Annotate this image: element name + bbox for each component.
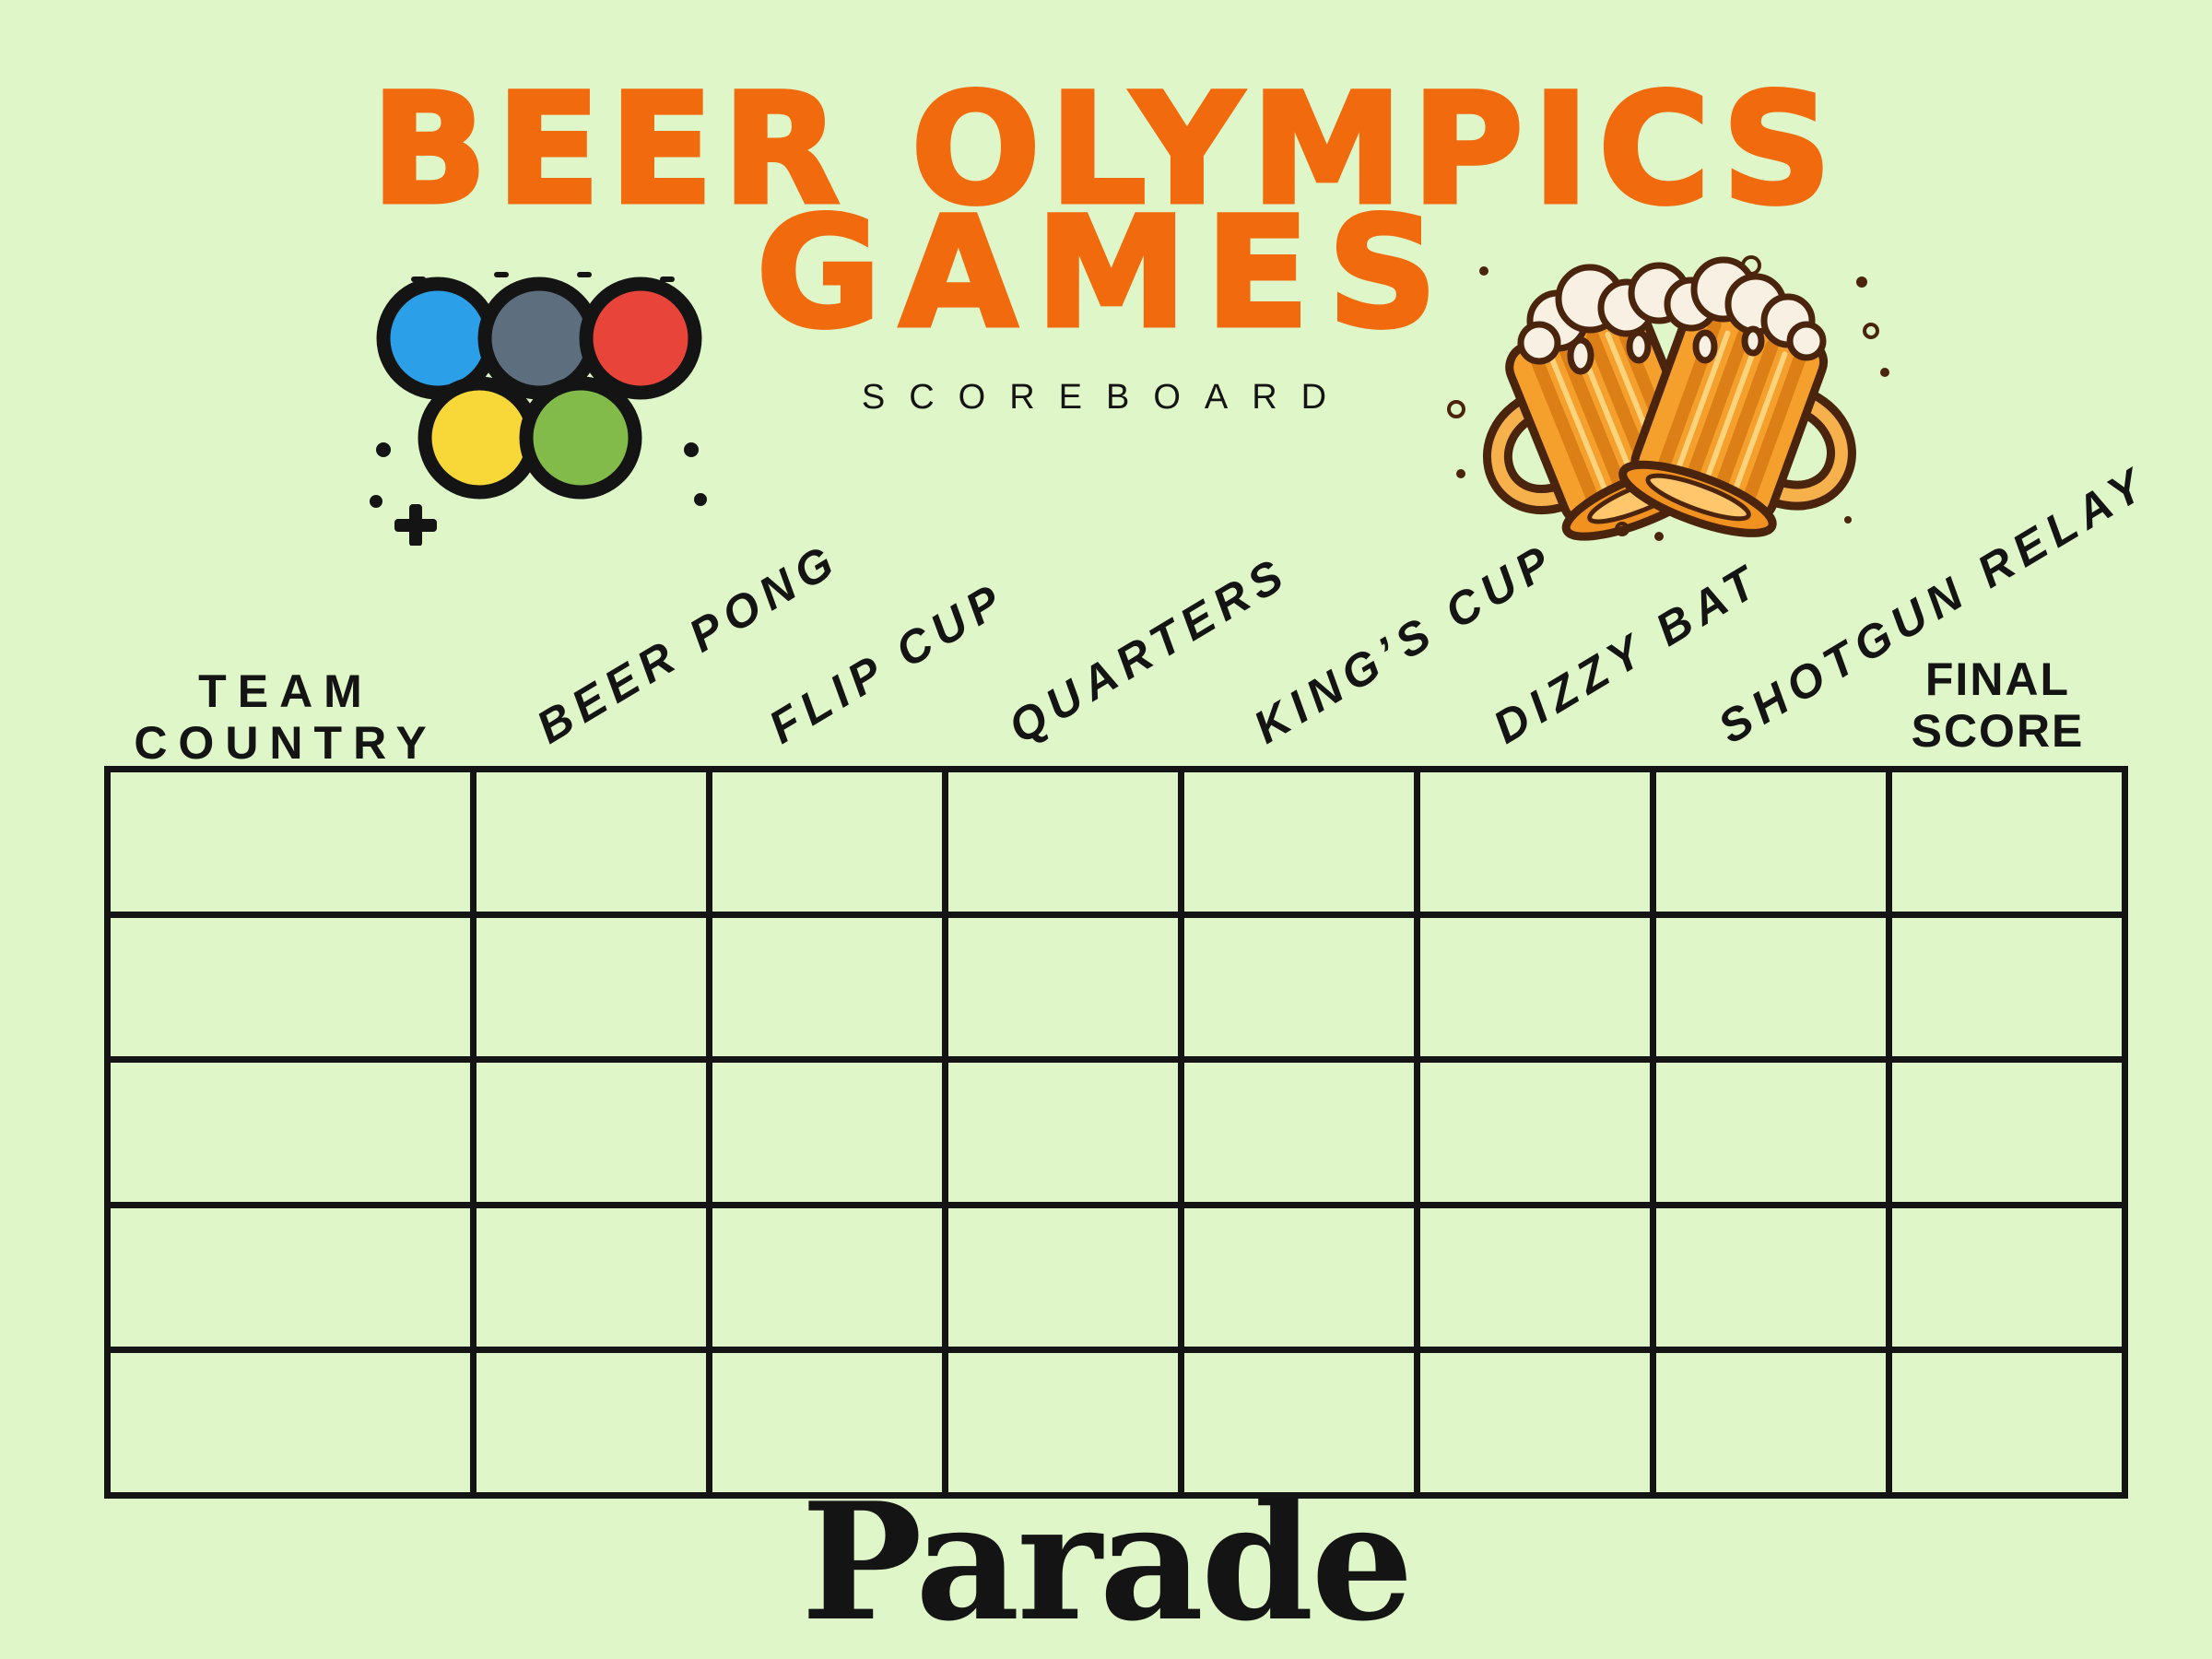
subtitle-scoreboard: SCOREBOARD [861, 378, 1351, 417]
brand-logo: Parade [801, 1468, 1414, 1657]
score-cell-r2-c5[interactable] [1184, 917, 1414, 1057]
score-cell-r4-c4[interactable] [948, 1207, 1178, 1347]
ring-blue [376, 276, 500, 400]
score-cell-r2-c6[interactable] [1420, 917, 1650, 1057]
score-cell-r5-c4[interactable] [948, 1353, 1178, 1492]
ring-gray [477, 276, 601, 400]
score-cell-r3-c1[interactable] [111, 1063, 470, 1202]
score-cell-r5-c2[interactable] [477, 1353, 706, 1492]
score-cell-r3-c6[interactable] [1420, 1063, 1650, 1202]
score-cell-r5-c8[interactable] [1892, 1353, 2122, 1492]
score-cell-r1-c2[interactable] [477, 772, 706, 912]
score-cell-r5-c7[interactable] [1656, 1353, 1886, 1492]
final-header-line1: FINAL [1924, 653, 2071, 705]
beer-foam [1517, 256, 1827, 375]
score-cell-r3-c8[interactable] [1892, 1063, 2122, 1202]
score-cell-r4-c6[interactable] [1420, 1207, 1650, 1347]
rings-sparkle-decor [370, 272, 707, 546]
ring-yellow [418, 376, 541, 500]
final-header-line2: SCORE [1911, 705, 2085, 757]
score-cell-r5-c6[interactable] [1420, 1353, 1650, 1492]
score-cell-r5-c1[interactable] [111, 1353, 470, 1492]
score-cell-r2-c3[interactable] [712, 917, 942, 1057]
score-cell-r1-c8[interactable] [1892, 772, 2122, 912]
beer-mugs-icon [1447, 255, 1889, 541]
score-cell-r3-c5[interactable] [1184, 1063, 1414, 1202]
score-cell-r1-c1[interactable] [111, 772, 470, 912]
score-cell-r2-c2[interactable] [477, 917, 706, 1057]
column-header-team-country: TEAM COUNTRY [106, 665, 465, 769]
score-cell-r5-c5[interactable] [1184, 1353, 1414, 1492]
score-cell-r4-c7[interactable] [1656, 1207, 1886, 1347]
column-header-final-score: FINAL SCORE [1880, 653, 2115, 757]
score-table [104, 766, 2128, 1499]
score-cell-r3-c3[interactable] [712, 1063, 942, 1202]
ring-red [579, 276, 702, 400]
score-cell-r3-c4[interactable] [948, 1063, 1178, 1202]
score-cell-r2-c1[interactable] [111, 917, 470, 1057]
team-header-line2: COUNTRY [134, 717, 438, 769]
score-cell-r1-c7[interactable] [1656, 772, 1886, 912]
score-cell-r4-c1[interactable] [111, 1207, 470, 1347]
score-cell-r2-c4[interactable] [948, 917, 1178, 1057]
score-cell-r4-c2[interactable] [477, 1207, 706, 1347]
ring-green [519, 376, 642, 500]
title-line2: GAMES [754, 183, 1456, 361]
score-cell-r2-c8[interactable] [1892, 917, 2122, 1057]
splash-bubbles [1447, 255, 1879, 536]
right-mug [1618, 300, 1856, 537]
olympic-rings-icon [370, 272, 707, 546]
score-cell-r4-c8[interactable] [1892, 1207, 2122, 1347]
score-cell-r3-c2[interactable] [477, 1063, 706, 1202]
score-cell-r1-c4[interactable] [948, 772, 1178, 912]
score-cell-r2-c7[interactable] [1656, 917, 1886, 1057]
score-cell-r1-c6[interactable] [1420, 772, 1650, 912]
score-cell-r1-c3[interactable] [712, 772, 942, 912]
score-cell-r1-c5[interactable] [1184, 772, 1414, 912]
score-cell-r4-c3[interactable] [712, 1207, 942, 1347]
poster-title: BEER OLYMPICS GAMES [0, 61, 2212, 361]
title-line1: BEER OLYMPICS [369, 61, 1841, 238]
team-header-line1: TEAM [198, 665, 373, 717]
score-cell-r4-c5[interactable] [1184, 1207, 1414, 1347]
score-cell-r5-c3[interactable] [712, 1353, 942, 1492]
score-cell-r3-c7[interactable] [1656, 1063, 1886, 1202]
splash-dots [1456, 266, 1889, 541]
